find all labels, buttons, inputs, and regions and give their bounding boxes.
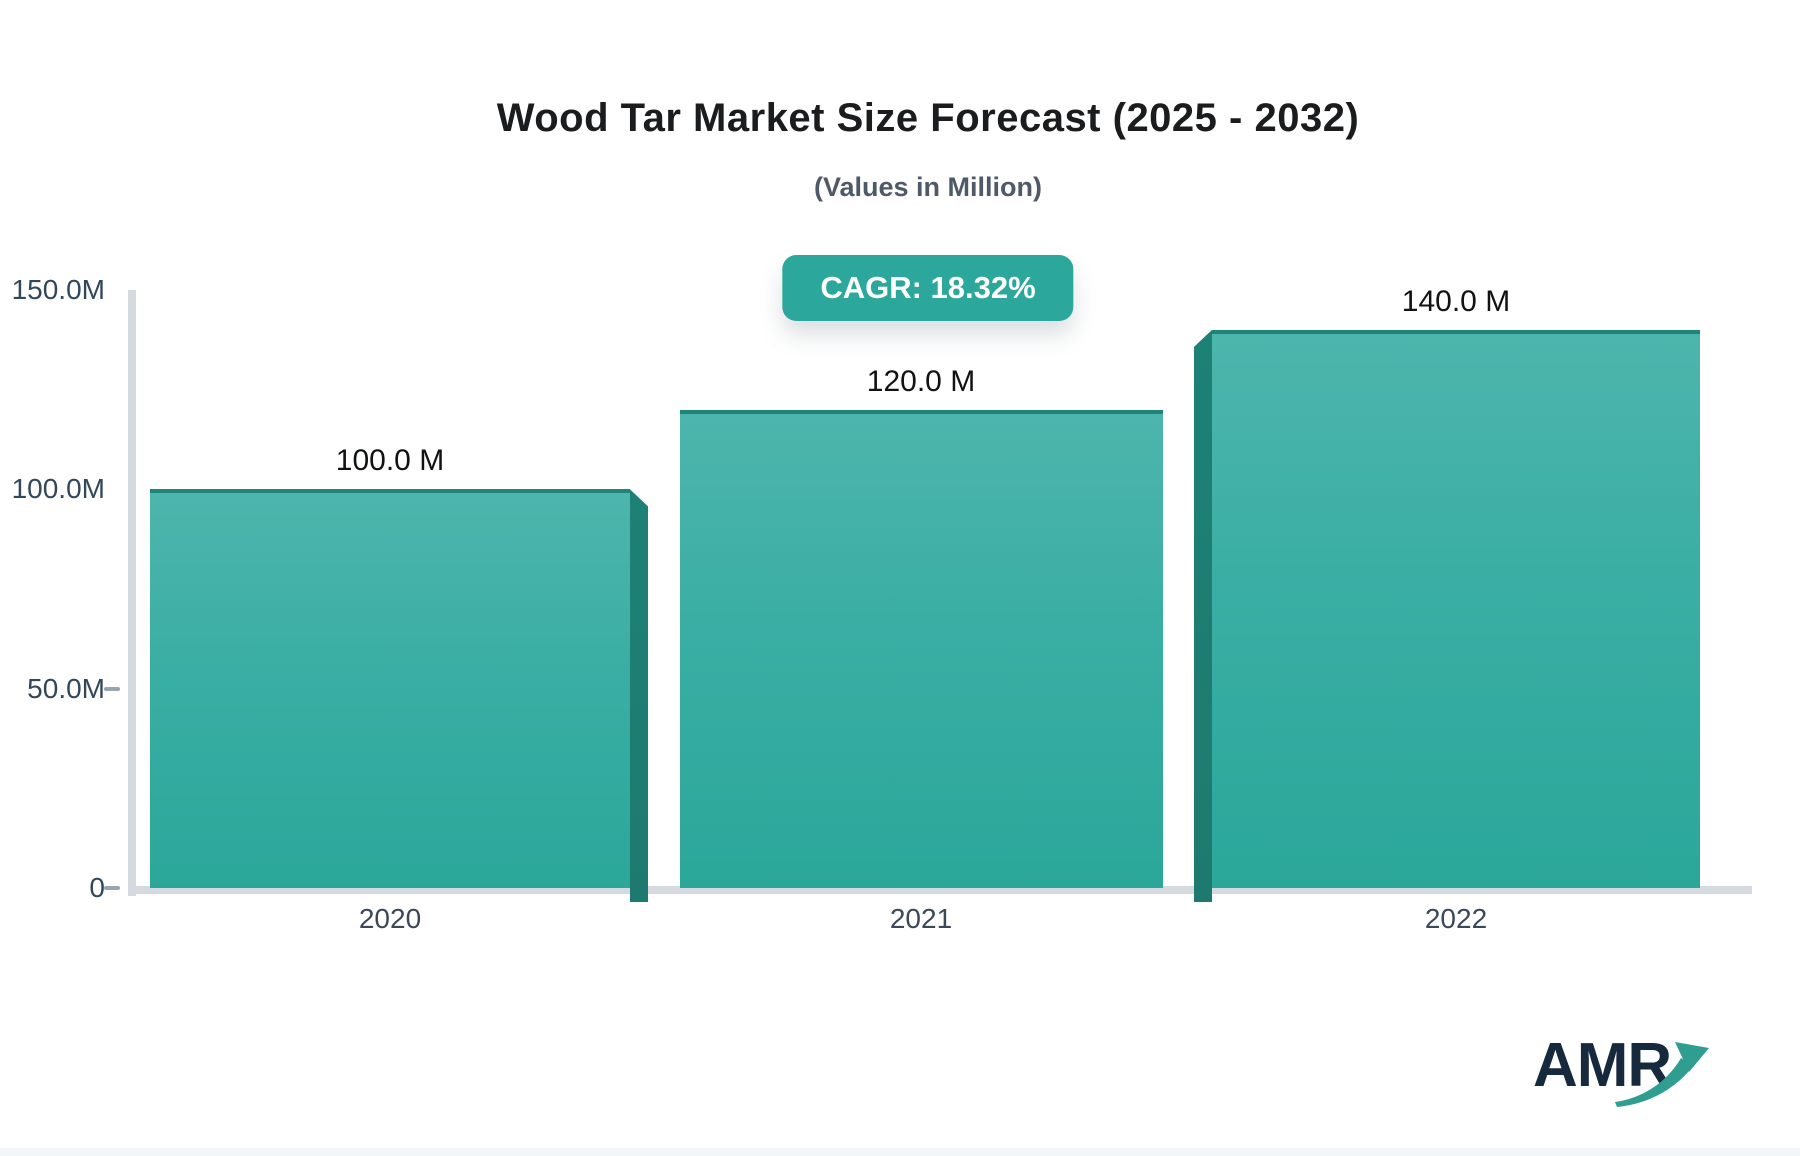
bar-2022-value-label: 140.0 M [1401, 284, 1511, 318]
ytick-label-100m: 100.0M [11, 473, 105, 504]
chart-title: Wood Tar Market Size Forecast (2025 - 20… [496, 96, 1360, 140]
ytick-label-0: 0 [89, 872, 105, 903]
ytick-label-150m: 150.0M [11, 274, 105, 305]
y-axis-line [128, 290, 136, 896]
xtick-label-2020: 2020 [358, 903, 422, 934]
bar-2020-3d-edge [630, 489, 648, 902]
chart-subtitle: (Values in Million) [813, 172, 1043, 202]
x-axis-line [128, 886, 1752, 894]
ytick-label-50m: 50.0M [27, 673, 105, 704]
bar-2021 [680, 409, 1163, 888]
bar-2020-value-label: 100.0 M [335, 444, 445, 478]
bar-2022-3d-edge [1194, 329, 1212, 902]
trend-arrow-icon [1609, 1036, 1714, 1113]
bar-2021-value-label: 120.0 M [866, 364, 976, 398]
xtick-label-2022: 2022 [1424, 903, 1488, 934]
ytick-dash-0 [104, 886, 120, 890]
xtick-label-2021: 2021 [889, 903, 953, 934]
amr-logo-text: AMR [1533, 1031, 1672, 1100]
bar-2020 [150, 489, 630, 888]
cagr-badge: CAGR: 18.32% [782, 255, 1074, 321]
amr-logo: AMR [1533, 1030, 1723, 1120]
ytick-dash-50m [104, 687, 120, 691]
footer-strip [0, 1148, 1800, 1156]
bar-2022 [1212, 329, 1700, 888]
